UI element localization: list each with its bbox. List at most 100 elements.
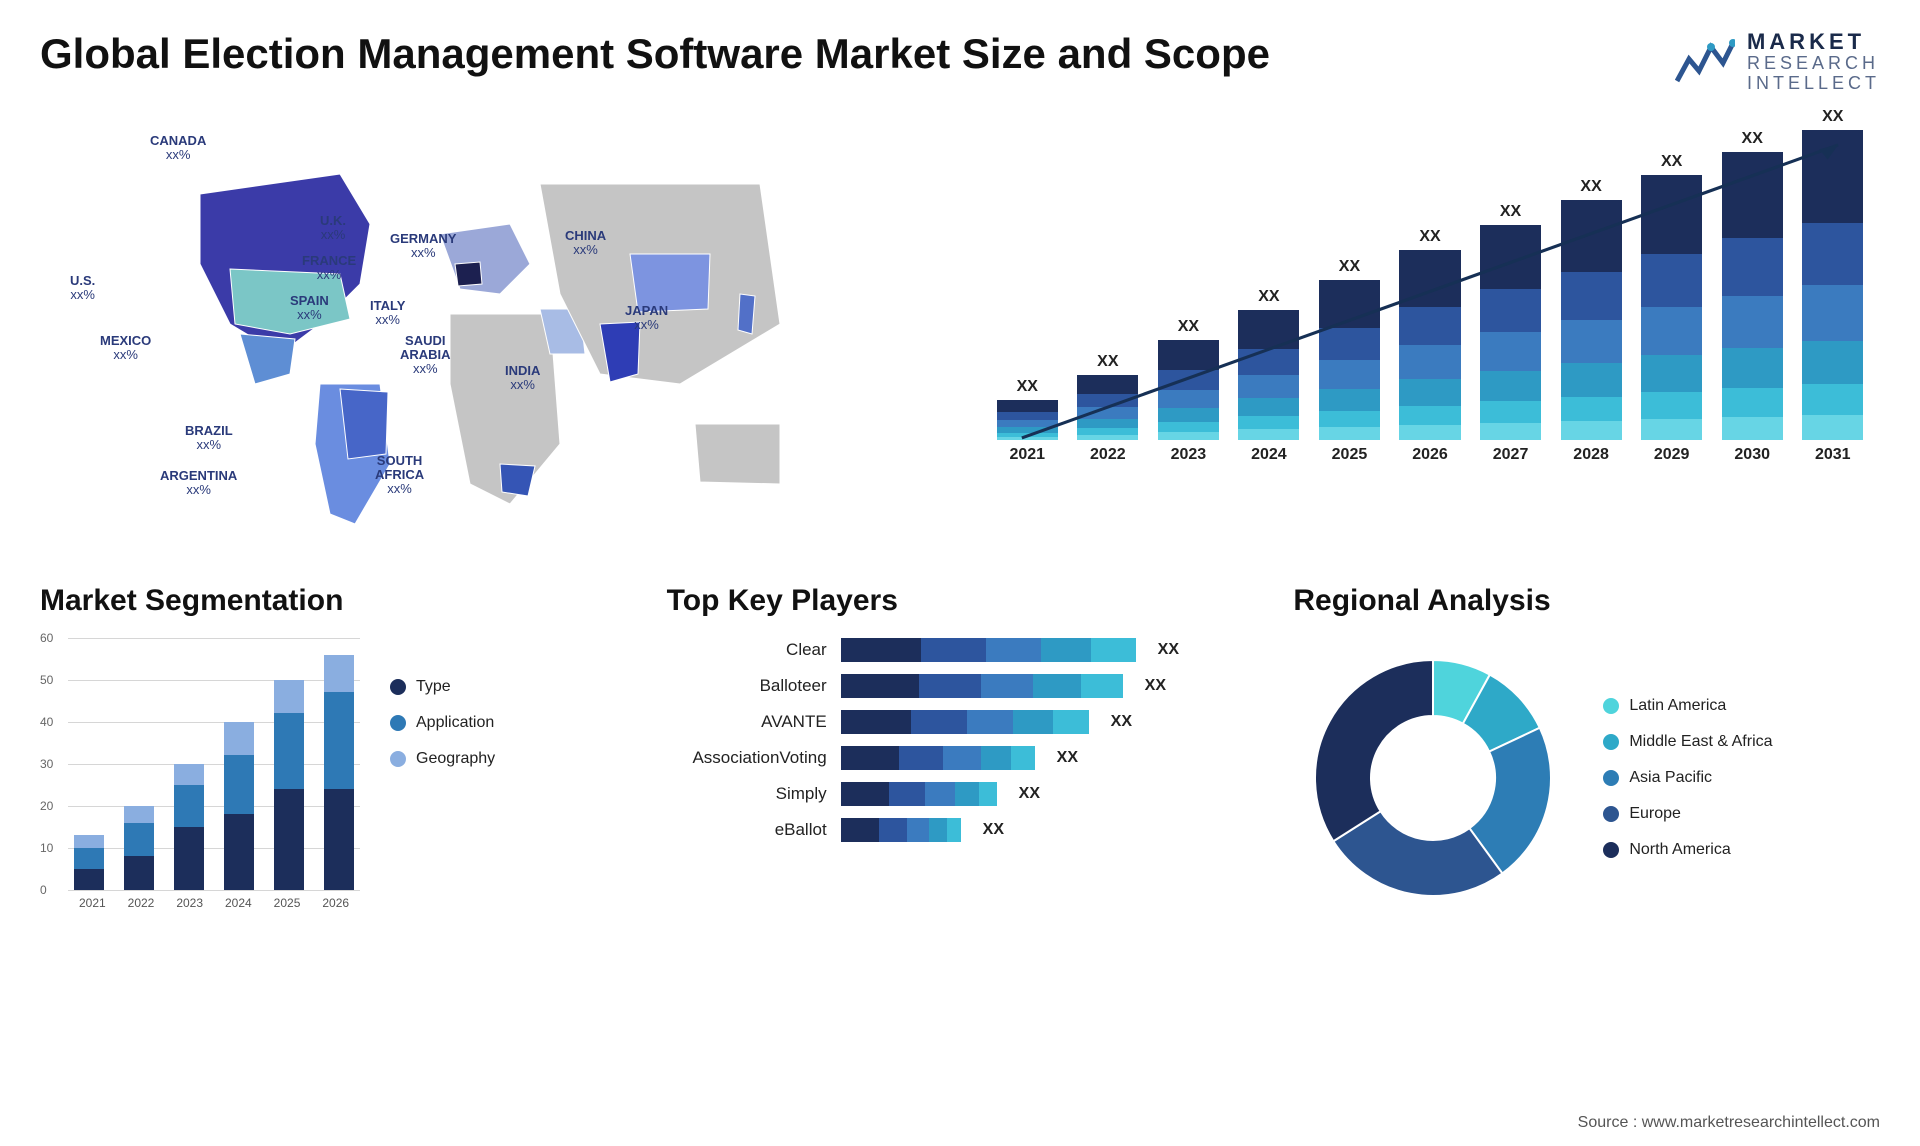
map-label: ARGENTINAxx% [160, 469, 237, 498]
page-title: Global Election Management Software Mark… [40, 30, 1270, 78]
map-region-australia [695, 424, 780, 484]
legend-label: Asia Pacific [1629, 769, 1712, 787]
seg-segment [124, 806, 153, 823]
player-name: eBallot [667, 820, 827, 840]
legend-swatch [1603, 734, 1619, 750]
player-segment [911, 710, 967, 734]
regional-title: Regional Analysis [1293, 584, 1880, 618]
trend-segment [1399, 406, 1460, 425]
world-map-panel: CANADAxx%U.S.xx%MEXICOxx%BRAZILxx%ARGENT… [40, 124, 940, 544]
seg-segment [224, 755, 253, 814]
player-bar [841, 710, 1089, 734]
trend-value-label: XX [1661, 153, 1682, 171]
legend-label: Latin America [1629, 697, 1726, 715]
trend-segment [1561, 363, 1622, 397]
map-label: SAUDIARABIAxx% [400, 334, 451, 377]
legend-label: Geography [416, 750, 495, 768]
trend-segment [1802, 223, 1863, 285]
trend-segment [1077, 419, 1138, 428]
trend-segment [1319, 360, 1380, 389]
trend-segment [1561, 320, 1622, 363]
trend-value-label: XX [1580, 178, 1601, 196]
player-bar [841, 746, 1035, 770]
player-row: AVANTEXX [667, 710, 1254, 734]
player-segment [979, 782, 997, 806]
trend-segment [1802, 384, 1863, 415]
trend-value-label: XX [1097, 353, 1118, 371]
seg-segment [224, 722, 253, 756]
legend-item: Application [390, 714, 495, 732]
legend-swatch [390, 715, 406, 731]
seg-ytick: 10 [40, 841, 53, 855]
player-bar [841, 638, 1136, 662]
seg-segment [74, 835, 103, 848]
seg-ytick: 50 [40, 673, 53, 687]
trend-segment [1641, 307, 1702, 355]
trend-segment [1158, 370, 1219, 390]
player-segment [986, 638, 1041, 662]
trend-segment [1077, 394, 1138, 407]
trend-bar: XX2023 [1151, 318, 1226, 464]
player-value: XX [1145, 677, 1166, 695]
seg-xlabel: 2026 [311, 896, 360, 918]
trend-segment [1641, 175, 1702, 255]
trend-segment [1238, 398, 1299, 416]
trend-bar: XX2024 [1232, 288, 1307, 464]
legend-swatch [390, 679, 406, 695]
seg-segment [74, 869, 103, 890]
trend-segment [1238, 375, 1299, 398]
map-region-south-africa [500, 464, 535, 496]
trend-segment [1077, 375, 1138, 395]
seg-bar [118, 806, 160, 890]
trend-segment [1480, 289, 1541, 332]
map-region-mexico [240, 334, 295, 384]
seg-bar [268, 680, 310, 890]
player-segment [919, 674, 981, 698]
seg-segment [274, 680, 303, 714]
segmentation-section: Market Segmentation 0102030405060 202120… [40, 584, 627, 918]
seg-bar [68, 835, 110, 890]
map-label: CANADAxx% [150, 134, 206, 163]
player-value: XX [1158, 641, 1179, 659]
map-region-france [455, 262, 482, 286]
trend-segment [1158, 390, 1219, 408]
trend-segment [1399, 307, 1460, 345]
player-segment [981, 746, 1011, 770]
seg-segment [124, 823, 153, 857]
brand-logo: MARKET RESEARCH INTELLECT [1675, 30, 1880, 94]
player-segment [841, 746, 899, 770]
trend-year-label: 2027 [1493, 446, 1529, 464]
map-label: INDIAxx% [505, 364, 540, 393]
trend-segment [1319, 427, 1380, 440]
player-name: Simply [667, 784, 827, 804]
player-value: XX [1111, 713, 1132, 731]
legend-item: Latin America [1603, 697, 1772, 715]
seg-segment [324, 789, 353, 890]
seg-bar [168, 764, 210, 890]
trend-value-label: XX [1822, 108, 1843, 126]
trend-segment [1722, 388, 1783, 417]
trend-value-label: XX [1419, 228, 1440, 246]
trend-year-label: 2030 [1734, 446, 1770, 464]
trend-segment [997, 400, 1058, 412]
trend-bar: XX2030 [1715, 130, 1790, 464]
trend-segment [1480, 401, 1541, 423]
trend-year-label: 2022 [1090, 446, 1126, 464]
player-name: Clear [667, 640, 827, 660]
legend-item: Geography [390, 750, 495, 768]
legend-label: Europe [1629, 805, 1681, 823]
trend-segment [1722, 238, 1783, 296]
player-segment [841, 638, 921, 662]
seg-xlabel: 2023 [165, 896, 214, 918]
player-segment [1013, 710, 1053, 734]
player-bar [841, 782, 997, 806]
logo-mark-icon [1675, 37, 1735, 87]
trend-segment [1238, 429, 1299, 439]
legend-swatch [1603, 806, 1619, 822]
trend-bar: XX 2022 [1071, 353, 1146, 464]
player-segment [1011, 746, 1035, 770]
legend-label: Application [416, 714, 494, 732]
trend-bar: XX2031 [1795, 108, 1870, 464]
trend-chart-panel: XX2021XX2022XX2023XX2024XX2025XX2026XX20… [980, 124, 1880, 544]
map-label: MEXICOxx% [100, 334, 151, 363]
